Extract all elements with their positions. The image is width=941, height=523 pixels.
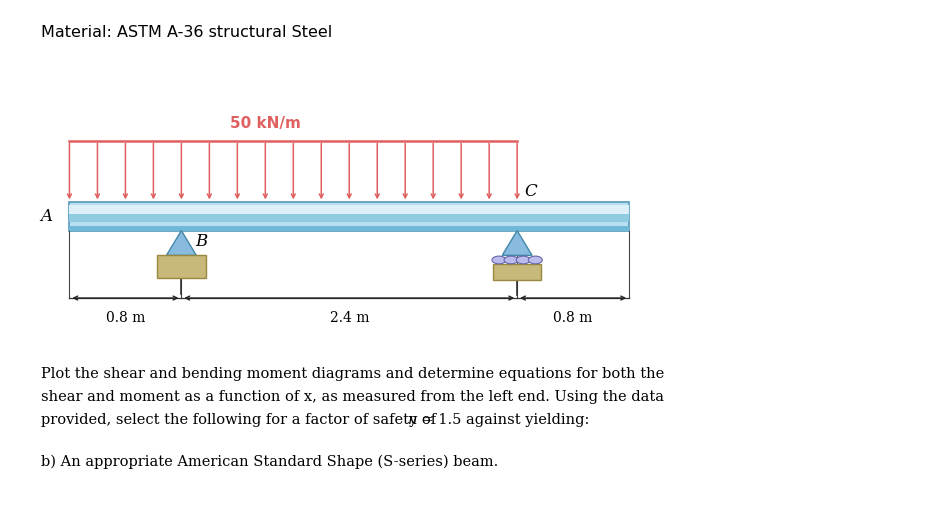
Text: C: C — [524, 183, 537, 200]
Bar — [70, 205, 629, 213]
Text: Material: ASTM A-36 structural Steel: Material: ASTM A-36 structural Steel — [41, 25, 333, 40]
Text: 2.4 m: 2.4 m — [329, 311, 369, 325]
Text: n: n — [408, 413, 418, 427]
Polygon shape — [167, 231, 197, 255]
Circle shape — [492, 256, 506, 264]
Bar — [70, 213, 629, 222]
Text: D: D — [528, 208, 542, 225]
Circle shape — [528, 256, 542, 264]
Text: 0.8 m: 0.8 m — [105, 311, 145, 325]
Text: 50 kN/m: 50 kN/m — [230, 116, 301, 131]
Polygon shape — [502, 231, 532, 255]
Bar — [493, 264, 541, 280]
Circle shape — [517, 256, 530, 264]
Bar — [70, 226, 629, 231]
Text: b) An appropriate American Standard Shape (S-series) beam.: b) An appropriate American Standard Shap… — [41, 454, 499, 469]
Text: 0.8 m: 0.8 m — [553, 311, 593, 325]
Text: shear and moment as a function of x, as measured from the left end. Using the da: shear and moment as a function of x, as … — [41, 390, 664, 404]
Text: A: A — [40, 208, 53, 225]
Text: = 1.5 against yielding:: = 1.5 against yielding: — [418, 413, 590, 427]
Text: B: B — [196, 233, 208, 250]
Text: provided, select the following for a factor of safety of: provided, select the following for a fac… — [41, 413, 441, 427]
Bar — [70, 202, 629, 231]
Text: Plot the shear and bending moment diagrams and determine equations for both the: Plot the shear and bending moment diagra… — [41, 367, 664, 381]
Circle shape — [504, 256, 518, 264]
Bar — [157, 255, 206, 278]
